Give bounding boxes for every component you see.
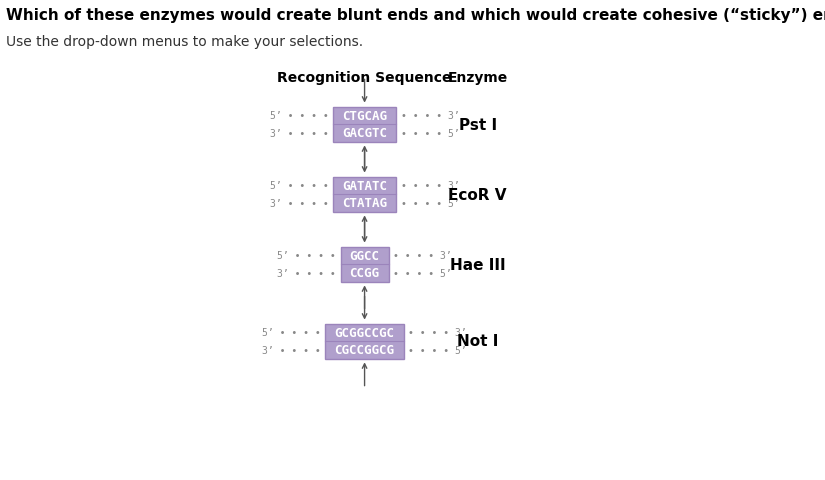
Text: • • • • 3’: • • • • 3’ [408, 327, 467, 337]
Text: CTATAG: CTATAG [342, 197, 387, 210]
Text: Hae III: Hae III [450, 257, 506, 272]
Text: CCGG: CCGG [350, 267, 380, 280]
Bar [325, 324, 404, 341]
Bar [332, 125, 396, 142]
Text: • • • • 5’: • • • • 5’ [408, 345, 467, 355]
Text: • • • • 3’: • • • • 3’ [401, 111, 460, 121]
Text: 5’ • • • •: 5’ • • • • [270, 111, 328, 121]
Text: Recognition Sequence: Recognition Sequence [277, 71, 452, 85]
Bar [332, 107, 396, 142]
Bar [325, 324, 404, 359]
Text: CTGCAG: CTGCAG [342, 109, 387, 122]
Bar [332, 177, 396, 194]
Bar [341, 264, 389, 282]
Text: • • • • 5’: • • • • 5’ [401, 198, 460, 208]
Text: Not I: Not I [457, 334, 498, 349]
Text: • • • • 5’: • • • • 5’ [393, 268, 452, 278]
Text: • • • • 3’: • • • • 3’ [393, 251, 452, 261]
Text: • • • • 3’: • • • • 3’ [401, 181, 460, 191]
Text: GATATC: GATATC [342, 180, 387, 192]
Bar [341, 247, 389, 264]
Text: GACGTC: GACGTC [342, 127, 387, 140]
Text: 3’ • • • •: 3’ • • • • [277, 268, 336, 278]
Bar [332, 177, 396, 212]
Text: 5’ • • • •: 5’ • • • • [262, 327, 321, 337]
Text: 5’ • • • •: 5’ • • • • [270, 181, 328, 191]
Text: GGCC: GGCC [350, 249, 380, 262]
Text: CGCCGGCG: CGCCGGCG [335, 344, 394, 357]
Text: GCGGCCGC: GCGGCCGC [335, 326, 394, 339]
Bar [341, 247, 389, 282]
Text: • • • • 5’: • • • • 5’ [401, 129, 460, 138]
Text: 5’ • • • •: 5’ • • • • [277, 251, 336, 261]
Text: Which of these enzymes would create blunt ends and which would create cohesive (: Which of these enzymes would create blun… [6, 8, 825, 23]
Text: Pst I: Pst I [459, 117, 497, 132]
Text: 3’ • • • •: 3’ • • • • [270, 129, 328, 138]
Text: EcoR V: EcoR V [448, 187, 507, 202]
Text: 3’ • • • •: 3’ • • • • [262, 345, 321, 355]
Text: Use the drop-down menus to make your selections.: Use the drop-down menus to make your sel… [6, 35, 363, 49]
Bar [332, 194, 396, 212]
Bar [325, 341, 404, 359]
Text: 3’ • • • •: 3’ • • • • [270, 198, 328, 208]
Bar [332, 107, 396, 125]
Text: Enzyme: Enzyme [447, 71, 507, 85]
